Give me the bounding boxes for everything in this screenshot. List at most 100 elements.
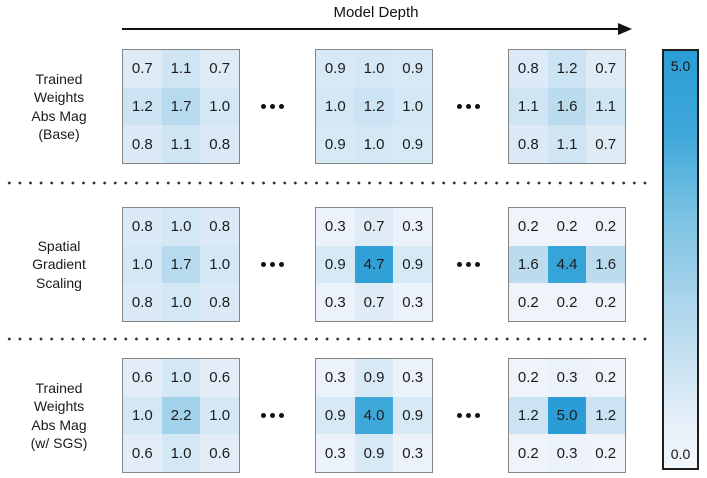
heatmap-cell: 0.3 xyxy=(547,359,587,397)
heatmap-grid: 0.8 1.0 0.8 1.0 1.7 1.0 0.8 1.0 0.8 xyxy=(122,207,240,322)
heatmap-cell: 0.8 xyxy=(200,208,239,246)
heatmap-grid: 0.6 1.0 0.6 1.0 2.2 1.0 0.6 1.0 0.6 xyxy=(122,358,240,473)
row-label-line: Weights xyxy=(33,398,85,415)
heatmap-cell: 1.1 xyxy=(161,50,201,88)
ellipsis-dot xyxy=(278,104,284,109)
heatmap-grid: 0.9 1.0 0.9 1.0 1.2 1.0 0.9 1.0 0.9 xyxy=(315,49,433,164)
ellipsis-dot xyxy=(456,104,462,109)
ellipsis-dot xyxy=(269,104,275,109)
heatmap-cell: 0.2 xyxy=(509,283,548,321)
heatmap-cell: 4.0 xyxy=(354,396,394,435)
heatmap-cell: 0.9 xyxy=(393,50,432,88)
heatmap-cell: 0.9 xyxy=(316,245,355,284)
heatmap-cell: 0.2 xyxy=(547,208,587,246)
heatmap-cell: 0.7 xyxy=(123,50,162,88)
heatmap-cell: 1.1 xyxy=(509,87,548,126)
heatmap-cell: 1.2 xyxy=(123,87,162,126)
heatmap-cell: 1.7 xyxy=(161,87,201,126)
colorbar-max-label: 5.0 xyxy=(670,58,691,74)
heatmap-cell: 0.6 xyxy=(123,359,162,397)
heatmap-cell: 0.9 xyxy=(316,396,355,435)
depth-ellipsis-icon xyxy=(451,358,485,473)
ellipsis-dot xyxy=(278,262,284,267)
heatmap-cell: 0.3 xyxy=(393,208,432,246)
heatmap-cell: 1.0 xyxy=(161,208,201,246)
heatmap-cell: 1.0 xyxy=(393,87,432,126)
heatmap-cell: 5.0 xyxy=(547,396,587,435)
heatmap-cell: 0.3 xyxy=(316,359,355,397)
heatmap-cell: 0.9 xyxy=(316,125,355,163)
row-label-line: (Base) xyxy=(38,125,80,142)
heatmap-cell: 1.0 xyxy=(123,245,162,284)
ellipsis-dot xyxy=(465,104,471,109)
heatmap-cell: 0.2 xyxy=(509,208,548,246)
colorbar: 5.0 0.0 xyxy=(662,49,699,470)
dotted-separator-1 xyxy=(4,181,648,185)
heatmap-cell: 0.6 xyxy=(123,434,162,472)
ellipsis-dot xyxy=(260,413,266,418)
heatmap-cell: 0.8 xyxy=(200,125,239,163)
heatmap-cell: 0.6 xyxy=(200,434,239,472)
model-depth-arrow-head-icon xyxy=(618,23,632,35)
heatmap-cell: 2.2 xyxy=(161,396,201,435)
heatmap-cell: 0.7 xyxy=(354,283,394,321)
ellipsis-dot xyxy=(474,413,480,418)
heatmap-cell: 0.9 xyxy=(354,434,394,472)
heatmap-cell: 0.3 xyxy=(393,434,432,472)
heatmap-cell: 4.4 xyxy=(547,245,587,284)
ellipsis-dot xyxy=(260,262,266,267)
heatmap-cell: 0.3 xyxy=(547,434,587,472)
heatmap-cell: 0.3 xyxy=(316,434,355,472)
heatmap-cell: 0.3 xyxy=(393,359,432,397)
ellipsis-dot xyxy=(474,262,480,267)
depth-ellipsis-icon xyxy=(451,49,485,164)
heatmap-cell: 1.0 xyxy=(200,87,239,126)
ellipsis-dot xyxy=(456,262,462,267)
ellipsis-dot xyxy=(456,413,462,418)
heatmap-cell: 0.2 xyxy=(586,208,625,246)
ellipsis-dot xyxy=(269,413,275,418)
heatmap-cell: 1.1 xyxy=(161,125,201,163)
heatmap-cell: 0.2 xyxy=(509,434,548,472)
heatmap-cell: 0.3 xyxy=(316,283,355,321)
heatmap-cell: 1.1 xyxy=(586,87,625,126)
heatmap-cell: 0.9 xyxy=(393,125,432,163)
row-label: Trained Weights Abs Mag (Base) xyxy=(0,49,118,164)
heatmap-cell: 1.0 xyxy=(161,434,201,472)
heatmap-cell: 1.0 xyxy=(354,125,394,163)
heatmap-cell: 0.9 xyxy=(354,359,394,397)
heatmap-cell: 4.7 xyxy=(354,245,394,284)
heatmap-grid: 0.2 0.2 0.2 1.6 4.4 1.6 0.2 0.2 0.2 xyxy=(508,207,626,322)
heatmap-cell: 0.9 xyxy=(316,50,355,88)
heatmap-cell: 0.2 xyxy=(586,434,625,472)
heatmap-cell: 1.0 xyxy=(200,245,239,284)
row-label-line: Scaling xyxy=(36,274,82,291)
ellipsis-dot xyxy=(474,104,480,109)
row-label-line: Trained xyxy=(35,380,83,397)
heatmap-cell: 0.3 xyxy=(316,208,355,246)
heatmap-cell: 0.2 xyxy=(586,283,625,321)
heatmap-cell: 0.7 xyxy=(354,208,394,246)
model-depth-arrow-line xyxy=(122,28,620,30)
heatmap-cell: 0.2 xyxy=(547,283,587,321)
colorbar-min-label: 0.0 xyxy=(670,446,691,462)
heatmap-cell: 0.2 xyxy=(509,359,548,397)
depth-ellipsis-icon xyxy=(255,49,289,164)
heatmap-row: Spatial Gradient Scaling 0.8 1.0 0.8 1.0 1.7 1.0… xyxy=(0,207,655,322)
row-label-line: Trained xyxy=(35,71,83,88)
heatmap-cell: 1.0 xyxy=(316,87,355,126)
depth-ellipsis-icon xyxy=(451,207,485,322)
heatmap-cell: 0.8 xyxy=(200,283,239,321)
depth-ellipsis-icon xyxy=(255,207,289,322)
heatmap-cell: 0.8 xyxy=(509,50,548,88)
heatmap-row: Trained Weights Abs Mag (w/ SGS) 0.6 1.0 0.6 1.… xyxy=(0,358,655,473)
heatmap-cell: 1.6 xyxy=(586,245,625,284)
ellipsis-dot xyxy=(260,104,266,109)
row-label-line: Weights xyxy=(33,89,85,106)
heatmap-cell: 1.2 xyxy=(509,396,548,435)
heatmap-cell: 1.0 xyxy=(354,50,394,88)
heatmap-cell: 0.7 xyxy=(200,50,239,88)
heatmap-cell: 1.6 xyxy=(547,87,587,126)
row-label-line: (w/ SGS) xyxy=(30,434,88,451)
